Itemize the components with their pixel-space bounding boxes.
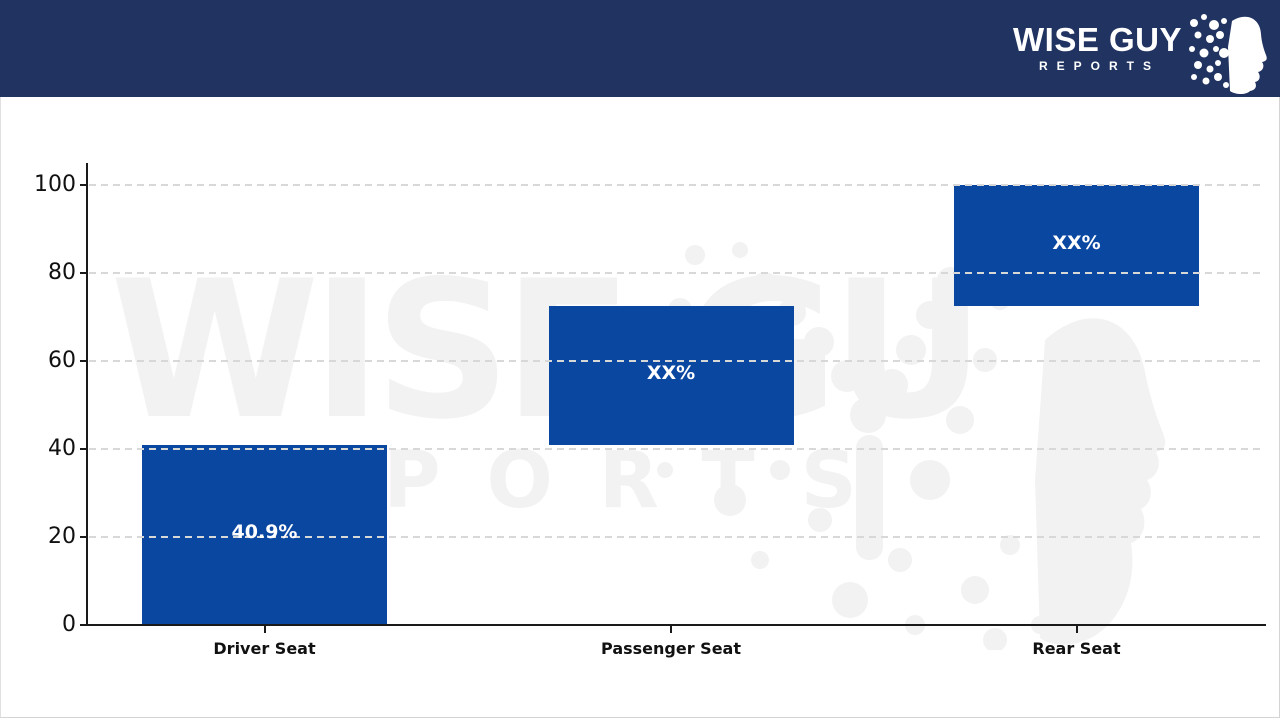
header: [0, 0, 1280, 97]
x-category-label: Passenger Seat: [601, 639, 741, 658]
x-tick-mark: [263, 626, 266, 633]
bar-passenger-seat: [548, 306, 794, 446]
x-axis-line: [86, 624, 1266, 626]
y-tick-mark: [80, 536, 88, 538]
gridline: [89, 536, 1264, 538]
bar-value-label: XX%: [646, 361, 696, 384]
logo-face-icon: [1189, 14, 1267, 94]
watermark-text: WISE GU: [110, 240, 985, 461]
bottom-border-line: [0, 717, 1280, 718]
y-tick-label: 20: [48, 524, 76, 549]
left-border-line: [0, 97, 1, 718]
gridline: [89, 184, 1264, 186]
y-tick-mark: [80, 448, 88, 450]
watermark-dots-face-icon: [641, 241, 1166, 650]
bar-driver-seat: [142, 445, 387, 625]
y-axis-line: [86, 163, 88, 626]
bar-value-label: 40.9%: [231, 521, 298, 544]
bar-rear-seat: [954, 185, 1199, 307]
wise-guy-reports-logo: WISE GUY REPORTS: [1013, 7, 1268, 94]
y-tick-mark: [80, 272, 88, 274]
x-category-label: Driver Seat: [213, 639, 316, 658]
y-tick-label: 0: [62, 612, 76, 637]
gridline: [89, 360, 1264, 362]
logo-subtitle: REPORTS: [1039, 59, 1161, 73]
y-tick-mark: [80, 360, 88, 362]
x-tick-mark: [670, 626, 672, 633]
y-tick-label: 40: [48, 436, 76, 461]
y-tick-label: 100: [34, 172, 76, 197]
gridline: [89, 272, 1264, 274]
y-tick-label: 60: [48, 348, 76, 373]
bar-value-label: XX%: [1052, 231, 1101, 254]
logo-text: WISE GUY REPORTS: [1013, 23, 1182, 73]
gridline: [89, 448, 1264, 450]
y-tick-mark: [80, 184, 88, 186]
x-category-label: Rear Seat: [1032, 639, 1121, 658]
logo-name: WISE GUY: [1013, 21, 1183, 58]
y-tick-label: 80: [48, 260, 76, 285]
y-tick-mark: [80, 624, 88, 626]
x-tick-mark: [1075, 626, 1078, 633]
